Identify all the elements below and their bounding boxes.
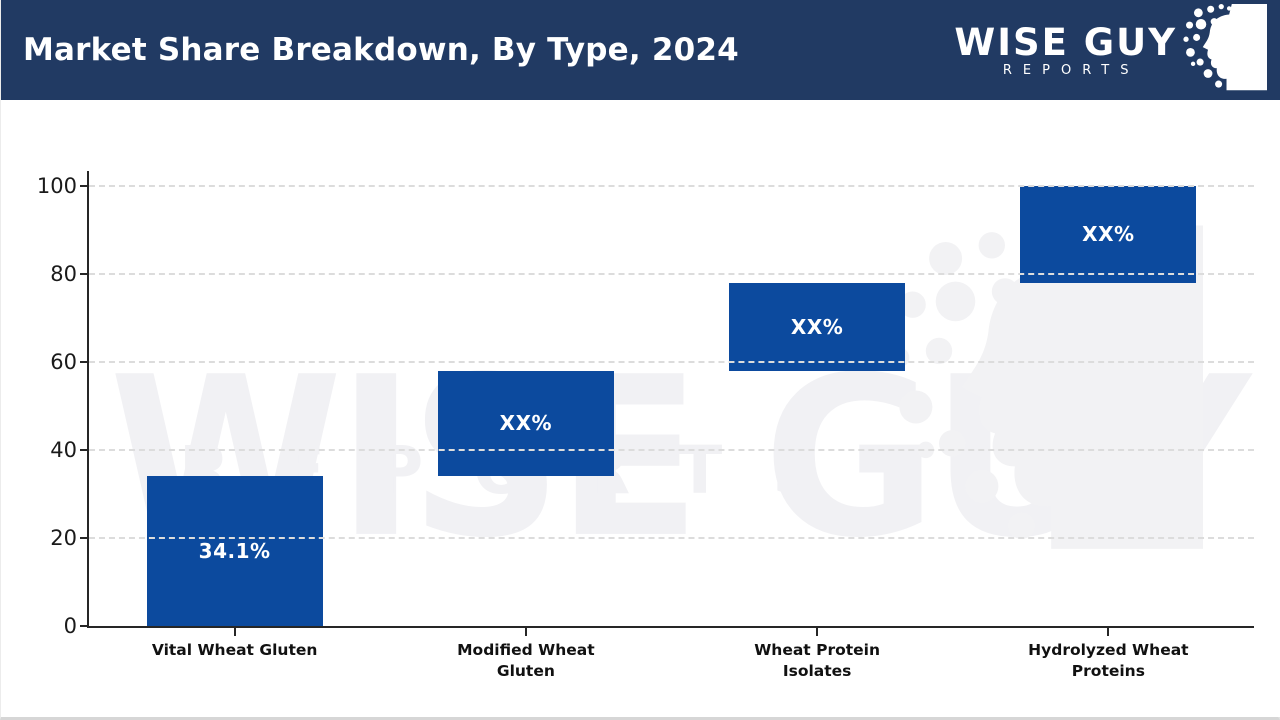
- category-label-0-line: Vital Wheat Gluten: [151, 641, 318, 659]
- ytick-label-60: 60: [1, 352, 77, 373]
- category-label-2-line: Isolates: [782, 661, 852, 680]
- wiseguy-logo-text: WISE GUY REPORTS: [954, 24, 1177, 77]
- ytick-mark-100: [80, 185, 89, 187]
- category-label-3-line: Hydrolyzed Wheat: [1028, 641, 1189, 659]
- gridline-y80: [89, 273, 1254, 275]
- ytick-label-20: 20: [1, 528, 77, 549]
- waterfall-bar-1: XX%: [437, 370, 614, 476]
- xtick-mark-1: [524, 628, 527, 636]
- logo-head-icon: [1179, 2, 1267, 98]
- ytick-label-0-text: 0: [63, 614, 77, 638]
- category-label-3: Hydrolyzed Wheat Proteins: [978, 640, 1238, 682]
- waterfall-bar-0: 34.1%: [146, 475, 323, 626]
- category-label-1: Modified Wheat Gluten: [396, 640, 656, 682]
- wiseguy-logo: WISE GUY REPORTS: [954, 2, 1280, 98]
- ytick-mark-40: [80, 449, 89, 451]
- category-label-2-line: Wheat Protein: [754, 641, 881, 659]
- x-axis-line: [87, 626, 1254, 628]
- category-label-1-line: Gluten: [496, 661, 555, 680]
- ytick-mark-60: [80, 361, 89, 363]
- category-label-2: Wheat Protein Isolates: [687, 640, 947, 682]
- ytick-label-80: 80: [1, 264, 77, 285]
- ytick-mark-20: [80, 537, 89, 539]
- gridline-y40: [89, 449, 1254, 451]
- chart-title: Market Share Breakdown, By Type, 2024: [23, 32, 739, 68]
- waterfall-bar-0-text: 34.1%: [198, 538, 271, 563]
- waterfall-bar-1-text: XX%: [499, 411, 553, 436]
- header: Market Share Breakdown, By Type, 2024 WI…: [1, 0, 1280, 100]
- logo-subtitle: REPORTS: [1002, 62, 1140, 78]
- xtick-mark-3: [1107, 628, 1110, 636]
- ytick-label-40-text: 40: [50, 438, 77, 462]
- gridline-y20: [89, 537, 1254, 539]
- waterfall-bar-3: XX%: [1020, 186, 1197, 283]
- category-label-3-line: Proteins: [1071, 661, 1145, 680]
- ytick-label-60-text: 60: [50, 350, 77, 374]
- waterfall-bar-2-text: XX%: [790, 314, 844, 339]
- category-label-1-line: Modified Wheat: [457, 641, 595, 659]
- xtick-mark-0: [233, 628, 236, 636]
- plot-area: WISE GUY REPORTS 34.1%XX%XX%XX%020406080…: [1, 100, 1280, 717]
- ytick-mark-0: [80, 625, 89, 627]
- ytick-label-20-text: 20: [50, 526, 77, 550]
- category-label-0: Vital Wheat Gluten: [105, 640, 365, 661]
- ytick-label-40: 40: [1, 440, 77, 461]
- xtick-mark-2: [816, 628, 819, 636]
- ytick-label-0: 0: [1, 616, 77, 637]
- ytick-label-100-text: 100: [36, 174, 77, 198]
- waterfall-bar-3-text: XX%: [1082, 222, 1135, 247]
- ytick-label-100: 100: [1, 176, 77, 197]
- ytick-label-80-text: 80: [50, 262, 77, 286]
- y-axis-line: [87, 170, 89, 628]
- gridline-y100: [89, 185, 1254, 187]
- ytick-mark-80: [80, 273, 89, 275]
- logo-wordmark: WISE GUY: [954, 20, 1177, 64]
- waterfall-bar-2: XX%: [729, 282, 906, 371]
- gridline-y60: [89, 361, 1254, 363]
